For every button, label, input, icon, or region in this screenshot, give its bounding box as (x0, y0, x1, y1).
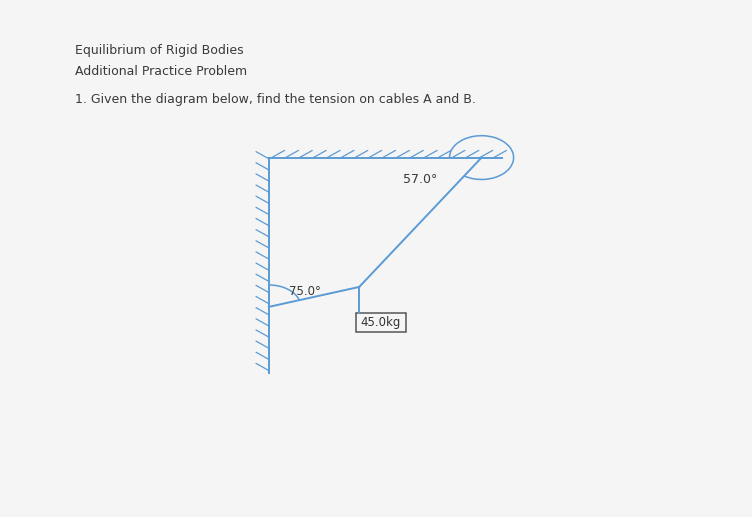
Text: 75.0°: 75.0° (290, 285, 321, 298)
Text: 1. Given the diagram below, find the tension on cables A and B.: 1. Given the diagram below, find the ten… (75, 94, 476, 107)
Text: 57.0°: 57.0° (403, 174, 437, 187)
Text: 45.0kg: 45.0kg (361, 316, 402, 329)
Bar (356, 313, 406, 332)
Text: Equilibrium of Rigid Bodies: Equilibrium of Rigid Bodies (75, 44, 244, 57)
Text: Additional Practice Problem: Additional Practice Problem (75, 65, 247, 78)
